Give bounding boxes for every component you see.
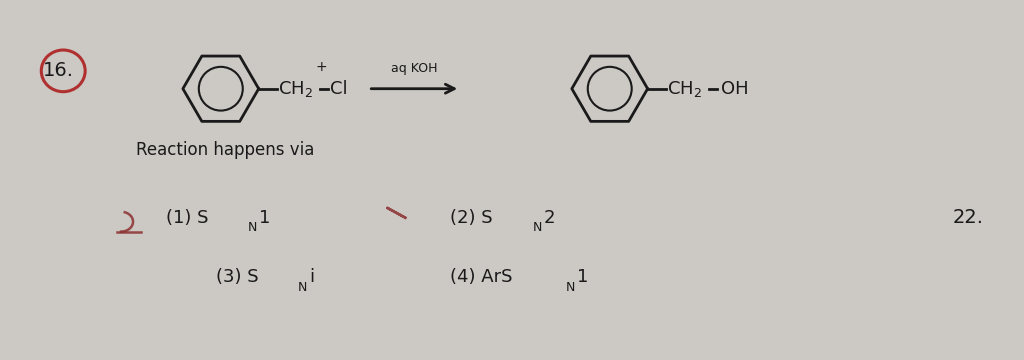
Text: +: + <box>315 60 327 74</box>
Text: 1: 1 <box>578 268 589 286</box>
Text: CH$_2$: CH$_2$ <box>667 79 701 99</box>
Text: 1: 1 <box>259 209 270 227</box>
Text: 16.: 16. <box>43 61 75 80</box>
Text: (2) S: (2) S <box>451 209 493 227</box>
Text: aq KOH: aq KOH <box>391 62 437 75</box>
Text: N: N <box>566 281 575 294</box>
Text: (3) S: (3) S <box>216 268 258 286</box>
Text: (1) S: (1) S <box>166 209 209 227</box>
Text: i: i <box>309 268 314 286</box>
Text: Cl: Cl <box>331 80 348 98</box>
Text: 22.: 22. <box>952 208 984 227</box>
Text: CH$_2$: CH$_2$ <box>278 79 312 99</box>
Text: 2: 2 <box>544 209 555 227</box>
Text: OH: OH <box>722 80 749 98</box>
Text: Reaction happens via: Reaction happens via <box>136 141 314 159</box>
Text: N: N <box>298 281 307 294</box>
Text: N: N <box>248 221 258 234</box>
Text: N: N <box>532 221 542 234</box>
Text: (4) ArS: (4) ArS <box>451 268 513 286</box>
